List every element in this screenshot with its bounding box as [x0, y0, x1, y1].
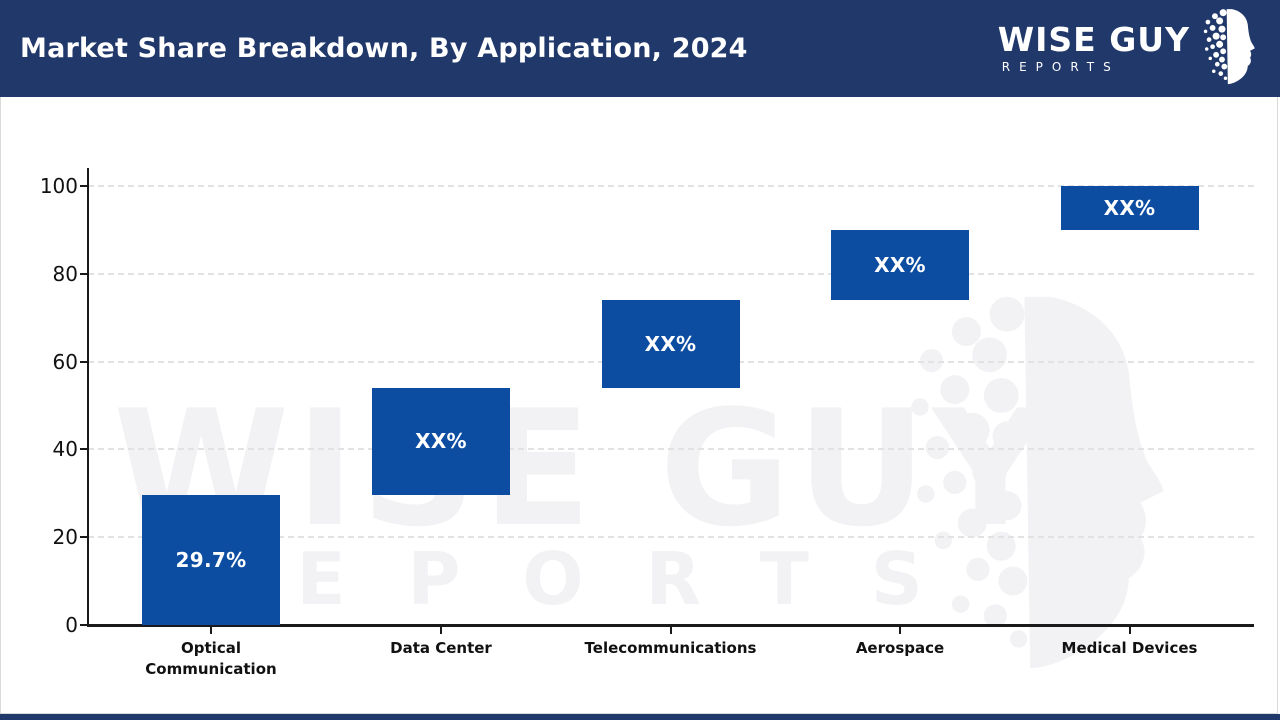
- y-tick-label-20: 20: [52, 525, 78, 550]
- gridline-40: [88, 448, 1254, 451]
- brand-subtitle: REPORTS: [1001, 60, 1120, 74]
- x-tick-label-medical-devices: Medical Devices: [1061, 639, 1198, 657]
- watermark-subtext: REPORTS: [179, 537, 985, 621]
- y-tick-label-100: 100: [39, 174, 78, 198]
- x-tick-label-data-center: Data Center: [390, 639, 492, 657]
- bar-medical-devices: XX%: [1060, 186, 1199, 230]
- x-tick-label-optical-communication: Optical Communication: [145, 639, 277, 678]
- bar-value-label-medical-devices: XX%: [1103, 195, 1156, 220]
- y-tick-label-40: 40: [52, 437, 78, 462]
- x-tick-mark-data-center: [440, 627, 442, 634]
- y-tick-label-0: 0: [65, 613, 78, 637]
- bar-aerospace: XX%: [831, 229, 969, 301]
- y-tick-mark-0: [80, 624, 88, 626]
- y-tick-mark-40: [80, 448, 88, 451]
- y-tick-label-60: 60: [52, 349, 78, 374]
- bar-value-label-data-center: XX%: [415, 429, 467, 454]
- bar-telecommunications: XX%: [601, 300, 740, 388]
- bar-optical-communication: 29.7%: [142, 494, 280, 625]
- brand-name: WISE GUY: [997, 20, 1190, 59]
- x-tick-mark-optical-communication: [210, 627, 212, 634]
- brand-logo: WISE GUY REPORTS: [998, 8, 1262, 90]
- x-tick-label-telecommunications: Telecommunications: [584, 639, 757, 657]
- bar-value-label-telecommunications: XX%: [644, 332, 697, 357]
- bar-value-label-aerospace: XX%: [874, 253, 926, 277]
- x-tick-mark-medical-devices: [1128, 627, 1131, 634]
- brand-wordmark: WISE GUY REPORTS: [998, 23, 1190, 74]
- x-tick-mark-aerospace: [899, 627, 901, 634]
- y-axis: [87, 168, 89, 627]
- y-tick-label-80: 80: [52, 261, 78, 286]
- y-tick-mark-20: [80, 536, 88, 539]
- gridline-80: [88, 272, 1254, 275]
- x-tick-mark-telecommunications: [669, 627, 672, 634]
- header: Market Share Breakdown, By Application, …: [0, 0, 1280, 97]
- y-tick-mark-100: [80, 185, 88, 187]
- bar-value-label-optical-communication: 29.7%: [175, 547, 247, 572]
- gridline-20: [88, 536, 1254, 539]
- gridline-100: [88, 185, 1254, 187]
- x-tick-label-aerospace: Aerospace: [855, 639, 945, 657]
- y-tick-mark-80: [80, 272, 88, 275]
- y-tick-mark-60: [80, 360, 88, 363]
- footer-bar: [0, 714, 1280, 720]
- x-axis: [88, 624, 1254, 627]
- bar-data-center: XX%: [372, 387, 510, 495]
- page-title: Market Share Breakdown, By Application, …: [20, 33, 748, 64]
